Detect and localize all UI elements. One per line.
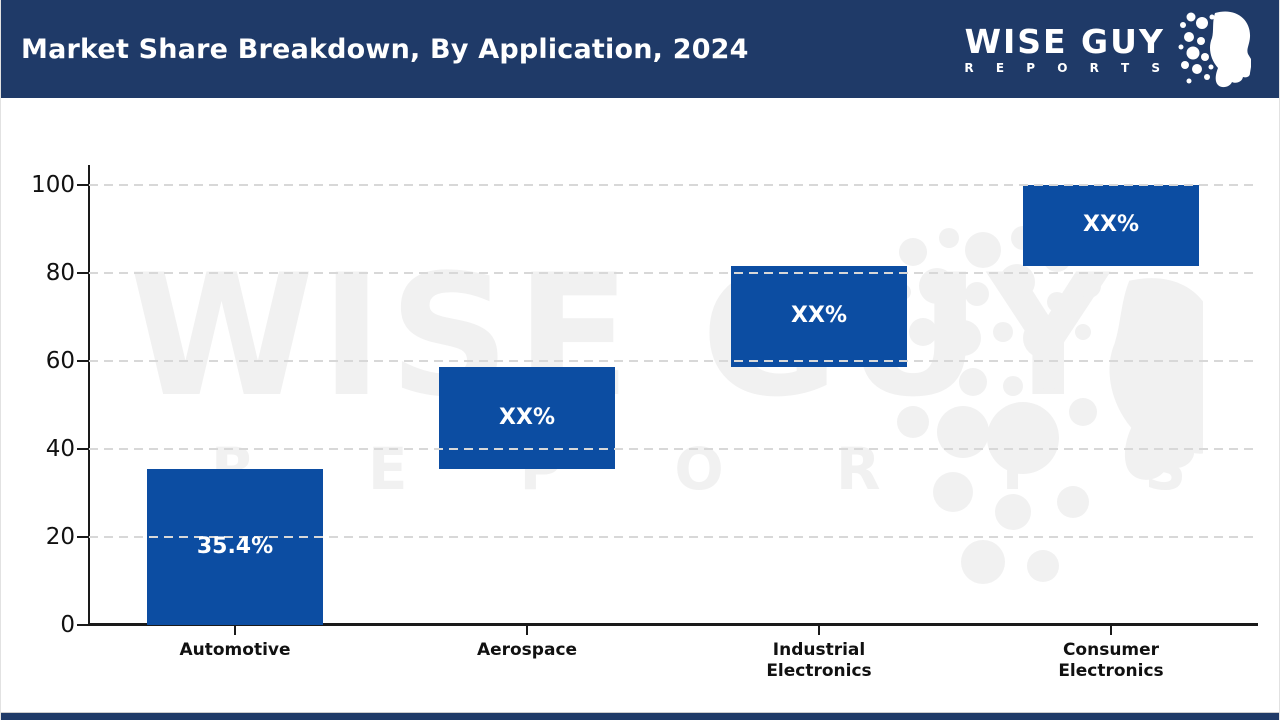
- y-tick-label: 100: [31, 172, 75, 198]
- bar-industrial-electronics: [731, 265, 907, 367]
- logo-head-icon: [1178, 11, 1251, 88]
- y-tick-label: 40: [45, 436, 75, 462]
- y-tick-mark: [77, 448, 88, 450]
- y-tick-mark: [77, 360, 88, 362]
- y-tick-mark: [77, 272, 88, 274]
- bar-aerospace: [439, 366, 615, 470]
- x-tick-mark: [1110, 626, 1112, 635]
- x-axis-line: [88, 623, 1258, 626]
- y-tick-label: 60: [45, 348, 75, 374]
- x-axis-label: Industrial Electronics: [766, 640, 872, 681]
- footer-bar: [1, 712, 1279, 720]
- bar-value-label: XX%: [791, 303, 847, 329]
- logo-wordmark: WISE GUY: [964, 21, 1165, 61]
- logo-reports-text: R E P O R T S: [964, 60, 1169, 75]
- x-tick-mark: [234, 626, 236, 635]
- y-axis-line: [88, 165, 90, 626]
- x-axis-label: Aerospace: [476, 640, 578, 660]
- x-tick-mark: [818, 626, 820, 635]
- bar-value-label: XX%: [499, 404, 555, 430]
- y-tick-mark: [77, 536, 88, 538]
- y-tick-mark: [77, 624, 88, 626]
- gridline-y100: [89, 184, 1257, 186]
- x-tick-mark: [526, 626, 528, 635]
- bar-automotive: [147, 469, 323, 625]
- y-tick-label: 0: [60, 612, 75, 638]
- logo-text: WISE GUY R E P O R T S: [960, 25, 1169, 74]
- bar-value-label: 35.4%: [196, 534, 274, 560]
- x-axis-label: Consumer Electronics: [1058, 640, 1164, 681]
- x-axis-label: Automotive: [179, 640, 291, 660]
- chart-title: Market Share Breakdown, By Application, …: [21, 33, 749, 65]
- wiseguy-logo: WISE GUY R E P O R T S: [960, 7, 1251, 91]
- gridline-y80: [89, 272, 1257, 274]
- y-tick-label: 80: [45, 260, 75, 286]
- gridline-y20: [89, 536, 1257, 538]
- y-tick-mark: [77, 184, 88, 186]
- gridline-y40: [89, 448, 1257, 450]
- gridline-y60: [89, 360, 1257, 362]
- bar-value-label: XX%: [1083, 212, 1139, 238]
- y-tick-label: 20: [45, 524, 75, 550]
- header-bar: Market Share Breakdown, By Application, …: [1, 0, 1279, 98]
